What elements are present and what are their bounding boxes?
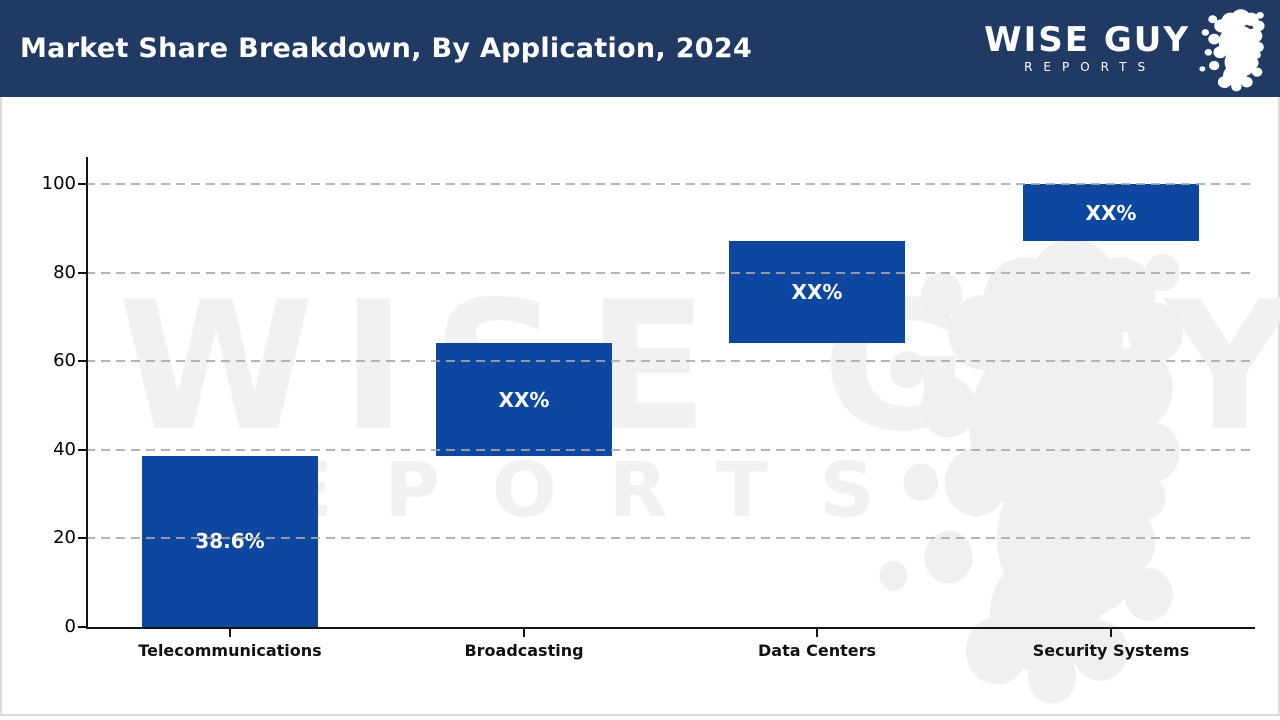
brand-logo: WISE GUY REPORTS [984,6,1266,92]
bar-data-centers: XX% [729,241,905,344]
category-label-broadcasting: Broadcasting [464,641,584,660]
y-axis-line [86,157,88,629]
chart-title: Market Share Breakdown, By Application, … [20,33,753,64]
y-tick-label-60: 60 [53,350,76,372]
y-tick-mark-100 [78,183,86,185]
gridline-80 [86,271,1255,274]
category-label-telecommunications: Telecommunications [138,641,322,660]
y-tick-label-100: 100 [41,173,76,194]
category-label-data-centers: Data Centers [758,641,876,660]
header-band: Market Share Breakdown, By Application, … [0,0,1280,97]
x-tick-mark-4 [1110,629,1112,637]
x-axis-line [86,627,1255,629]
bar-value-label: XX% [1085,200,1137,225]
brand-subname: REPORTS [1024,60,1157,74]
y-tick-mark-80 [78,271,86,274]
category-label-security-systems: Security Systems [1032,641,1190,660]
y-tick-mark-20 [78,537,86,540]
bar-security-systems: XX% [1023,184,1199,242]
x-tick-mark-2 [523,629,525,637]
x-tick-mark-3 [816,629,818,637]
y-tick-label-80: 80 [53,261,76,283]
wise-guy-face-icon [1199,8,1265,91]
gridline-60 [86,360,1255,363]
gridline-100 [86,183,1255,185]
brand-name: WISE GUY [984,20,1190,60]
y-tick-label-0: 0 [64,616,76,637]
y-tick-label-40: 40 [53,438,76,460]
y-tick-mark-0 [78,626,86,628]
gridline-40 [86,448,1255,451]
bar-value-label: XX% [498,387,550,412]
y-tick-mark-60 [78,360,86,363]
gridline-20 [86,537,1255,540]
x-tick-mark-1 [229,629,231,637]
bar-value-label: 38.6% [195,529,265,554]
bar-telecommunications: 38.6% [142,456,318,627]
bar-value-label: XX% [791,280,843,305]
brand-wordmark: WISE GUY REPORTS [984,23,1190,74]
y-tick-mark-40 [78,448,86,451]
y-tick-label-20: 20 [53,527,76,549]
